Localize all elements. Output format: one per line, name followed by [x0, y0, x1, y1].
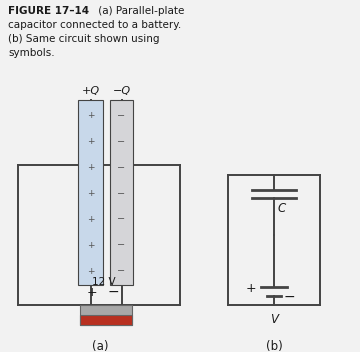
Bar: [80, 305, 131, 325]
Text: +: +: [86, 286, 97, 299]
Text: (a): (a): [92, 340, 108, 352]
Text: +: +: [87, 241, 94, 250]
Text: symbols.: symbols.: [8, 48, 55, 58]
Text: FIGURE 17–14: FIGURE 17–14: [8, 6, 89, 16]
Bar: [78, 100, 103, 285]
Text: (b) Same circuit shown using: (b) Same circuit shown using: [8, 34, 159, 44]
Text: (a) Parallel-plate: (a) Parallel-plate: [95, 6, 184, 16]
Text: −Q: −Q: [112, 86, 131, 96]
Text: +: +: [87, 266, 94, 276]
Text: −: −: [117, 266, 126, 276]
Text: C: C: [278, 202, 286, 215]
Bar: [80, 315, 131, 325]
Text: +: +: [246, 282, 256, 295]
Text: +Q: +Q: [81, 86, 100, 96]
Text: V: V: [270, 313, 278, 326]
Text: −: −: [284, 290, 296, 304]
Text: −: −: [117, 214, 126, 224]
Text: −: −: [117, 137, 126, 147]
Text: +: +: [87, 189, 94, 198]
Text: −: −: [108, 285, 119, 299]
Text: 12 V: 12 V: [92, 277, 115, 287]
Text: −: −: [117, 189, 126, 199]
Text: (b): (b): [266, 340, 282, 352]
Text: −: −: [117, 240, 126, 250]
Text: −: −: [117, 111, 126, 121]
Text: capacitor connected to a battery.: capacitor connected to a battery.: [8, 20, 181, 30]
Text: +: +: [87, 215, 94, 224]
Text: −: −: [117, 163, 126, 173]
Text: +: +: [87, 163, 94, 172]
Bar: [110, 100, 133, 285]
Text: +: +: [87, 137, 94, 146]
Text: +: +: [87, 112, 94, 120]
